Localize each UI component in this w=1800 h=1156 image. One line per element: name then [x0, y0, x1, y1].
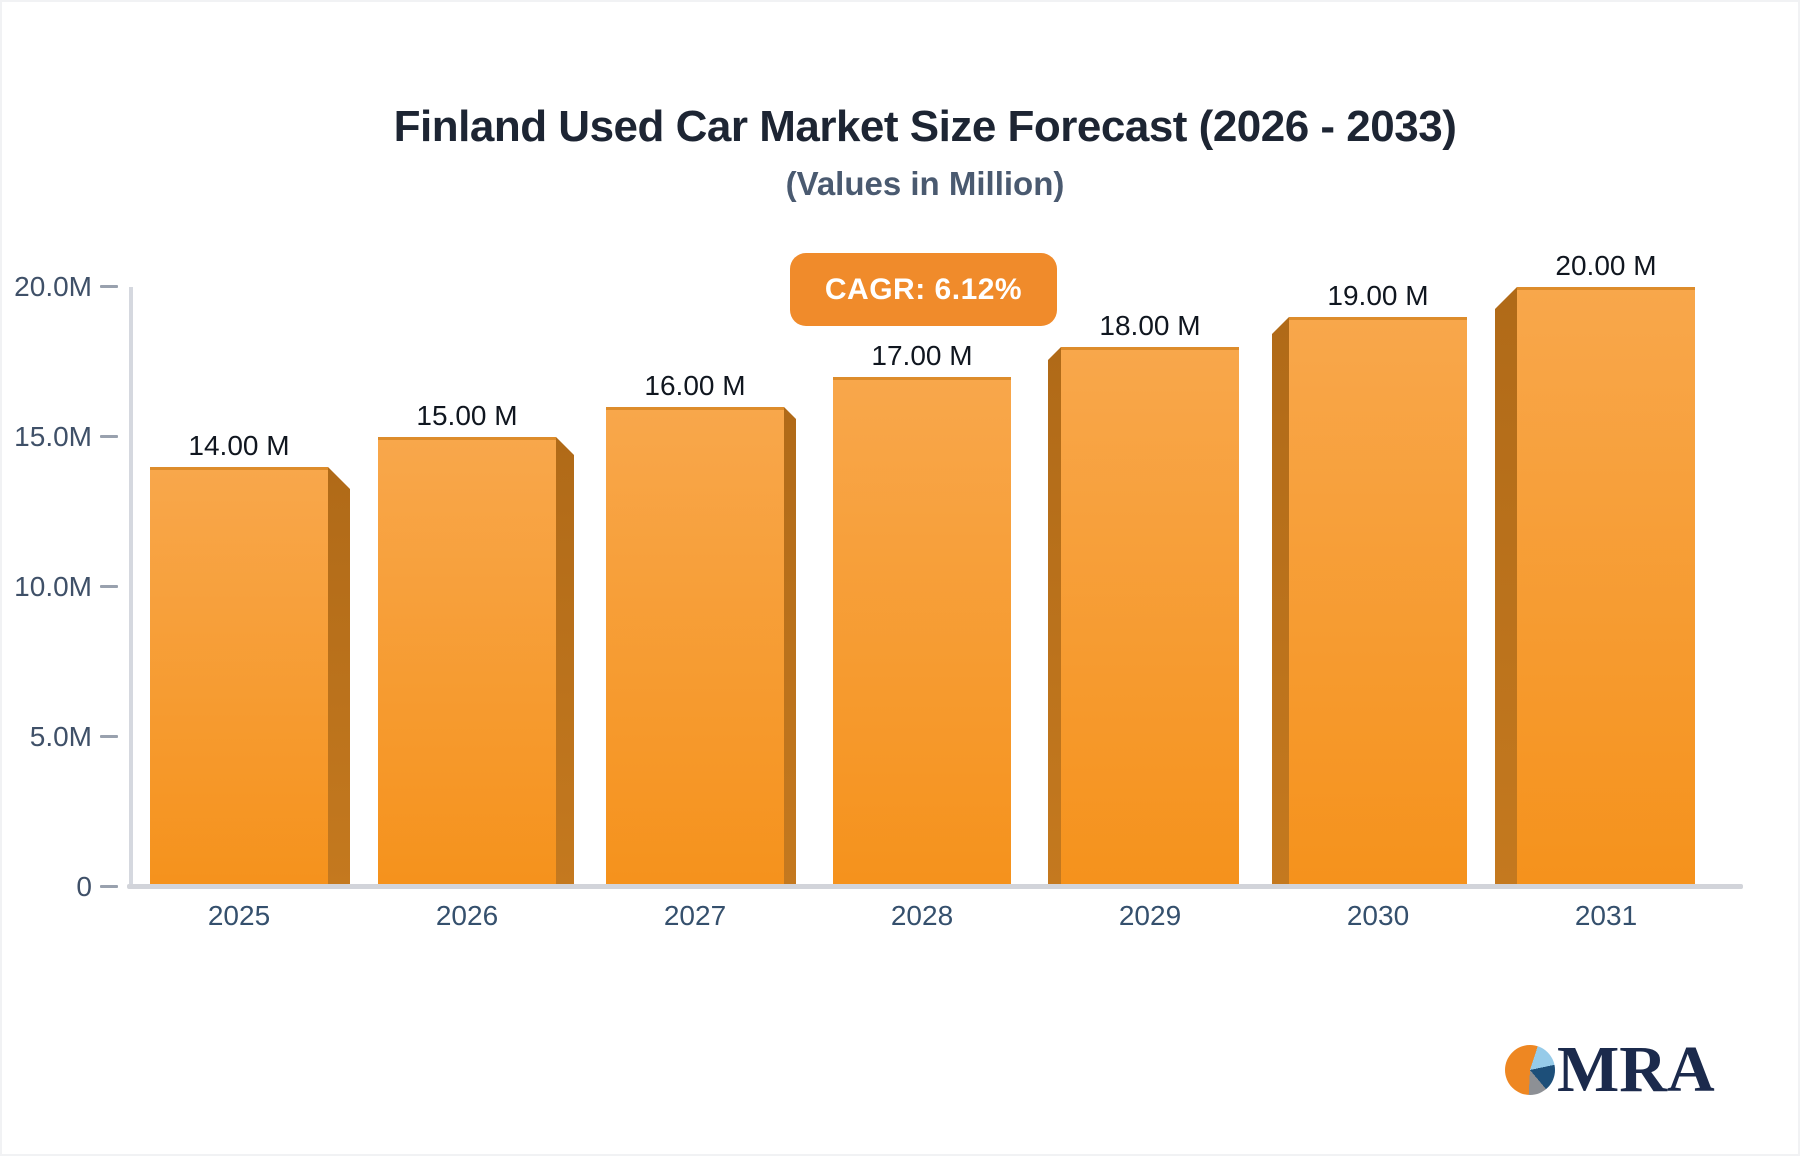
chart-title: Finland Used Car Market Size Forecast (2… [393, 102, 1457, 151]
y-tick-label: 10.0M [14, 571, 92, 602]
y-tick-label: 5.0M [29, 721, 92, 752]
bar-value-label: 19.00 M [1327, 280, 1429, 311]
brand-name: MRA [1557, 1033, 1715, 1106]
bar [1517, 287, 1695, 887]
y-tick-label: 15.0M [14, 421, 92, 452]
x-axis-category-label: 2030 [1346, 900, 1410, 931]
cagr-badge: CAGR: 6.12% [790, 253, 1057, 326]
bar [606, 407, 784, 887]
bar-3d-side [556, 437, 574, 887]
bar-3d-side [1495, 287, 1517, 887]
bar [378, 437, 556, 887]
y-tick-mark [100, 735, 118, 738]
x-axis-category-label: 2029 [1118, 900, 1182, 931]
bar [1061, 347, 1239, 887]
bar-3d-side [328, 467, 350, 887]
x-axis-category-label: 2026 [435, 900, 499, 931]
y-tick-mark [100, 435, 118, 438]
bar [150, 467, 328, 887]
brand-logo: MRA [1505, 1033, 1715, 1106]
x-axis-category-label: 2028 [890, 900, 954, 931]
bar-3d-side [1048, 347, 1061, 887]
bar-value-label: 14.00 M [188, 430, 290, 461]
chart-subtitle: (Values in Million) [785, 165, 1065, 202]
cagr-badge-label: CAGR: 6.12% [824, 272, 1023, 306]
pie-chart-logo-icon [1505, 1045, 1555, 1095]
x-axis-line [127, 884, 1743, 889]
x-axis-category-label: 2027 [663, 900, 727, 931]
y-axis-line [129, 287, 133, 889]
bar [1289, 317, 1467, 887]
y-tick-mark [100, 285, 118, 288]
bar-value-label: 18.00 M [1099, 310, 1201, 341]
bar-value-label: 17.00 M [871, 340, 973, 371]
x-axis-category-label: 2025 [207, 900, 271, 931]
bar [833, 377, 1011, 887]
y-tick-label: 0 [76, 871, 92, 902]
y-tick-mark [100, 885, 118, 888]
bar-3d-side [1272, 317, 1289, 887]
bar-value-label: 20.00 M [1555, 250, 1657, 281]
y-tick-label: 20.0M [14, 271, 92, 302]
bar-3d-side [784, 407, 796, 887]
bar-value-label: 16.00 M [644, 370, 746, 401]
x-axis-category-label: 2031 [1574, 900, 1638, 931]
y-tick-mark [100, 585, 118, 588]
bar-value-label: 15.00 M [416, 400, 518, 431]
